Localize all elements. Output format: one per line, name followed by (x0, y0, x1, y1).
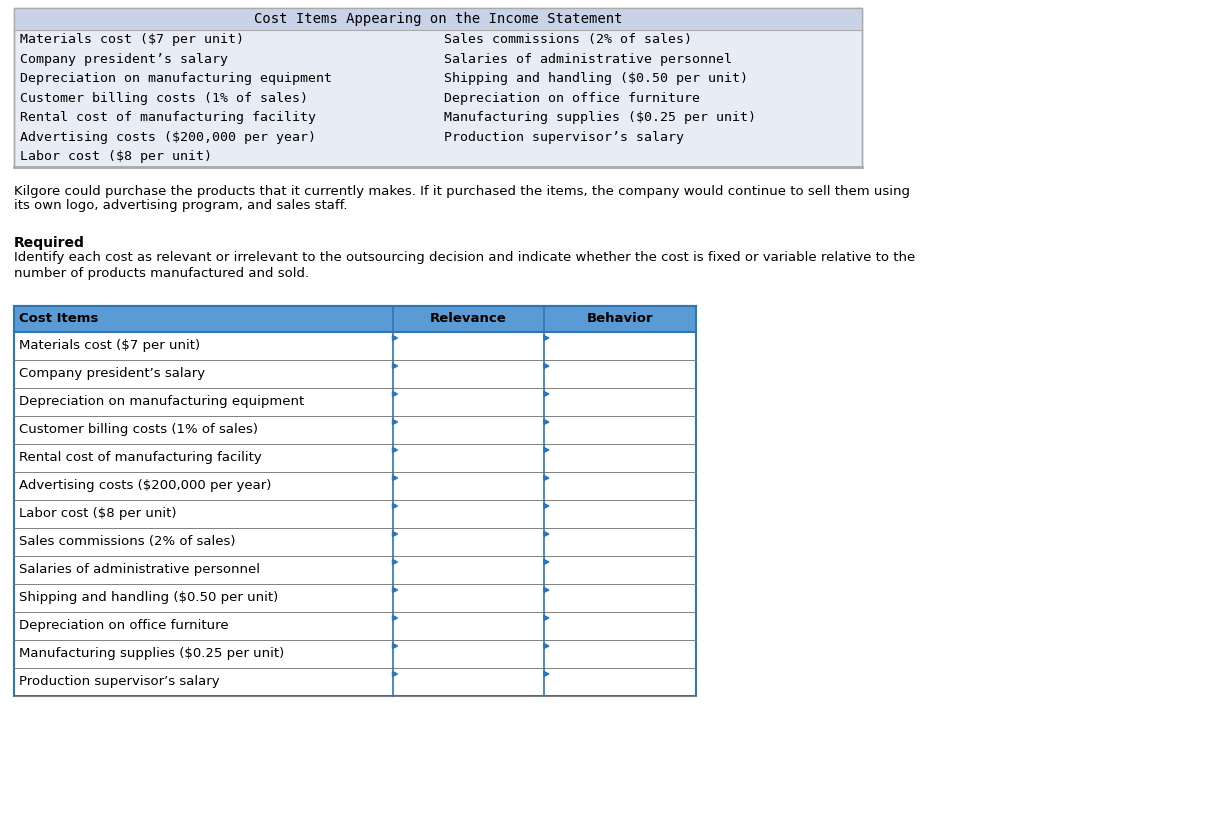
Polygon shape (393, 587, 398, 592)
Text: Shipping and handling ($0.50 per unit): Shipping and handling ($0.50 per unit) (20, 591, 278, 604)
Text: Kilgore could purchase the products that it currently makes. If it purchased the: Kilgore could purchase the products that… (13, 184, 909, 212)
Text: Sales commissions (2% of sales): Sales commissions (2% of sales) (20, 535, 235, 548)
Text: Company president’s salary: Company president’s salary (20, 367, 206, 380)
Text: Customer billing costs (1% of sales): Customer billing costs (1% of sales) (20, 423, 258, 436)
Text: Production supervisor’s salary: Production supervisor’s salary (20, 675, 219, 688)
Text: Materials cost ($7 per unit): Materials cost ($7 per unit) (20, 339, 201, 352)
Text: Manufacturing supplies ($0.25 per unit): Manufacturing supplies ($0.25 per unit) (20, 647, 284, 660)
Text: Relevance: Relevance (430, 312, 507, 325)
Bar (13, 8, 862, 167)
Polygon shape (543, 672, 548, 676)
Text: Depreciation on office furniture: Depreciation on office furniture (444, 92, 700, 105)
Text: Labor cost ($8 per unit): Labor cost ($8 per unit) (20, 507, 176, 520)
Polygon shape (393, 335, 398, 340)
Polygon shape (393, 672, 398, 676)
Text: Labor cost ($8 per unit): Labor cost ($8 per unit) (20, 150, 212, 164)
Text: Cost Items Appearing on the Income Statement: Cost Items Appearing on the Income State… (253, 12, 622, 26)
Bar (13, 8, 862, 30)
Polygon shape (393, 504, 398, 509)
Text: Rental cost of manufacturing facility: Rental cost of manufacturing facility (20, 451, 262, 464)
Polygon shape (393, 448, 398, 453)
Text: Company president’s salary: Company president’s salary (20, 53, 228, 66)
Text: Required: Required (13, 236, 84, 250)
Bar (13, 306, 696, 695)
Text: Salaries of administrative personnel: Salaries of administrative personnel (20, 563, 259, 576)
Polygon shape (393, 392, 398, 396)
Polygon shape (543, 615, 548, 620)
Polygon shape (393, 559, 398, 564)
Bar (13, 8, 862, 167)
Text: Depreciation on manufacturing equipment: Depreciation on manufacturing equipment (20, 395, 305, 408)
Polygon shape (393, 643, 398, 648)
Text: Manufacturing supplies ($0.25 per unit): Manufacturing supplies ($0.25 per unit) (444, 112, 756, 124)
Text: Materials cost ($7 per unit): Materials cost ($7 per unit) (20, 33, 244, 46)
Text: Rental cost of manufacturing facility: Rental cost of manufacturing facility (20, 112, 316, 124)
Polygon shape (543, 559, 548, 564)
Text: Sales commissions (2% of sales): Sales commissions (2% of sales) (444, 33, 692, 46)
Polygon shape (393, 420, 398, 425)
Text: Cost Items: Cost Items (20, 312, 98, 325)
Polygon shape (543, 335, 548, 340)
Polygon shape (543, 504, 548, 509)
Polygon shape (543, 476, 548, 481)
Polygon shape (543, 531, 548, 537)
Text: Advertising costs ($200,000 per year): Advertising costs ($200,000 per year) (20, 479, 272, 492)
Polygon shape (393, 615, 398, 620)
Polygon shape (543, 587, 548, 592)
Text: Shipping and handling ($0.50 per unit): Shipping and handling ($0.50 per unit) (444, 72, 748, 85)
Text: Production supervisor’s salary: Production supervisor’s salary (444, 131, 684, 144)
Text: Identify each cost as relevant or irrelevant to the outsourcing decision and ind: Identify each cost as relevant or irrele… (13, 251, 916, 279)
Polygon shape (543, 363, 548, 368)
Polygon shape (393, 531, 398, 537)
Polygon shape (543, 643, 548, 648)
Text: Behavior: Behavior (586, 312, 654, 325)
Text: Customer billing costs (1% of sales): Customer billing costs (1% of sales) (20, 92, 308, 105)
Text: Depreciation on office furniture: Depreciation on office furniture (20, 619, 229, 632)
Polygon shape (393, 363, 398, 368)
Bar (13, 306, 696, 331)
Polygon shape (393, 476, 398, 481)
Text: Advertising costs ($200,000 per year): Advertising costs ($200,000 per year) (20, 131, 316, 144)
Text: Salaries of administrative personnel: Salaries of administrative personnel (444, 53, 732, 66)
Text: Depreciation on manufacturing equipment: Depreciation on manufacturing equipment (20, 72, 332, 85)
Polygon shape (543, 420, 548, 425)
Polygon shape (543, 448, 548, 453)
Polygon shape (543, 392, 548, 396)
